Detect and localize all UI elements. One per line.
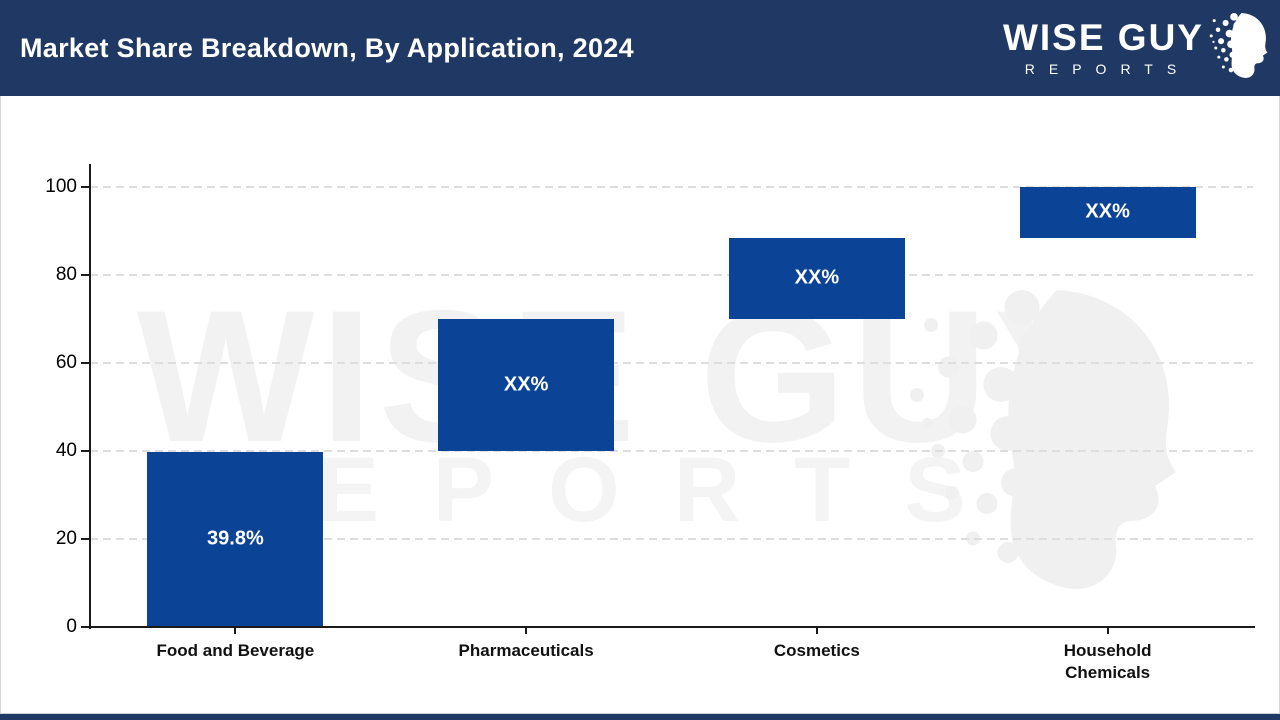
y-tick-label-20: 20 — [55, 528, 77, 549]
x-category-label: Household Chemicals — [1063, 641, 1152, 683]
y-tick-mark-100 — [81, 186, 89, 188]
y-tick-label-40: 40 — [55, 440, 77, 461]
x-category-label: Food and Beverage — [156, 641, 315, 660]
x-tick-mark — [525, 628, 528, 634]
gridline-y-20 — [90, 538, 1253, 540]
y-axis-line — [89, 164, 91, 629]
x-axis-line — [88, 626, 1255, 628]
gridline-y-60 — [90, 362, 1253, 364]
bar-value-label: XX% — [503, 373, 549, 396]
brand-subname: REPORTS — [1024, 61, 1191, 77]
x-tick-mark — [234, 628, 237, 634]
bar-value-label: XX% — [794, 266, 840, 289]
y-tick-mark-60 — [81, 362, 89, 364]
brand-logo: WISE GUY REPORTS — [1003, 7, 1272, 89]
bar-value-label: 39.8% — [207, 527, 264, 550]
footer-accent-bar — [0, 714, 1280, 720]
chart-area: WISE GUY REPORTS 0 20 40 60 80 100 39.8% Food a… — [0, 96, 1280, 714]
y-tick-mark-0 — [81, 626, 89, 628]
page-title: Market Share Breakdown, By Application, … — [20, 32, 634, 63]
dotted-face-logo-icon — [1209, 13, 1268, 78]
brand-name: WISE GUY — [1002, 17, 1204, 58]
y-tick-mark-80 — [81, 274, 89, 276]
brand-logo-text: WISE GUY REPORTS — [1003, 19, 1204, 77]
bar-value-label: XX% — [1085, 200, 1130, 223]
x-category-label: Cosmetics — [773, 641, 860, 660]
x-category-label: Pharmaceuticals — [458, 641, 594, 660]
y-tick-mark-40 — [81, 450, 89, 452]
bar-segment — [728, 237, 905, 319]
y-tick-label-100: 100 — [45, 176, 77, 197]
gridline-y-100 — [90, 186, 1253, 188]
watermark-text-line1: WISE GUY — [137, 271, 1126, 481]
x-tick-mark — [1106, 628, 1109, 634]
y-tick-label-0: 0 — [66, 616, 77, 637]
y-tick-label-80: 80 — [55, 264, 77, 285]
y-tick-label-60: 60 — [55, 352, 77, 373]
y-tick-mark-20 — [81, 538, 89, 540]
bar-segment — [438, 319, 615, 451]
gridline-y-40 — [90, 450, 1253, 452]
bar-segment — [1019, 187, 1196, 238]
gridline-y-80 — [90, 274, 1253, 276]
bar-segment — [147, 451, 324, 627]
x-tick-mark — [815, 628, 818, 634]
header: Market Share Breakdown, By Application, … — [0, 0, 1280, 96]
watermark-text-line2: REPORTS — [197, 439, 1020, 541]
